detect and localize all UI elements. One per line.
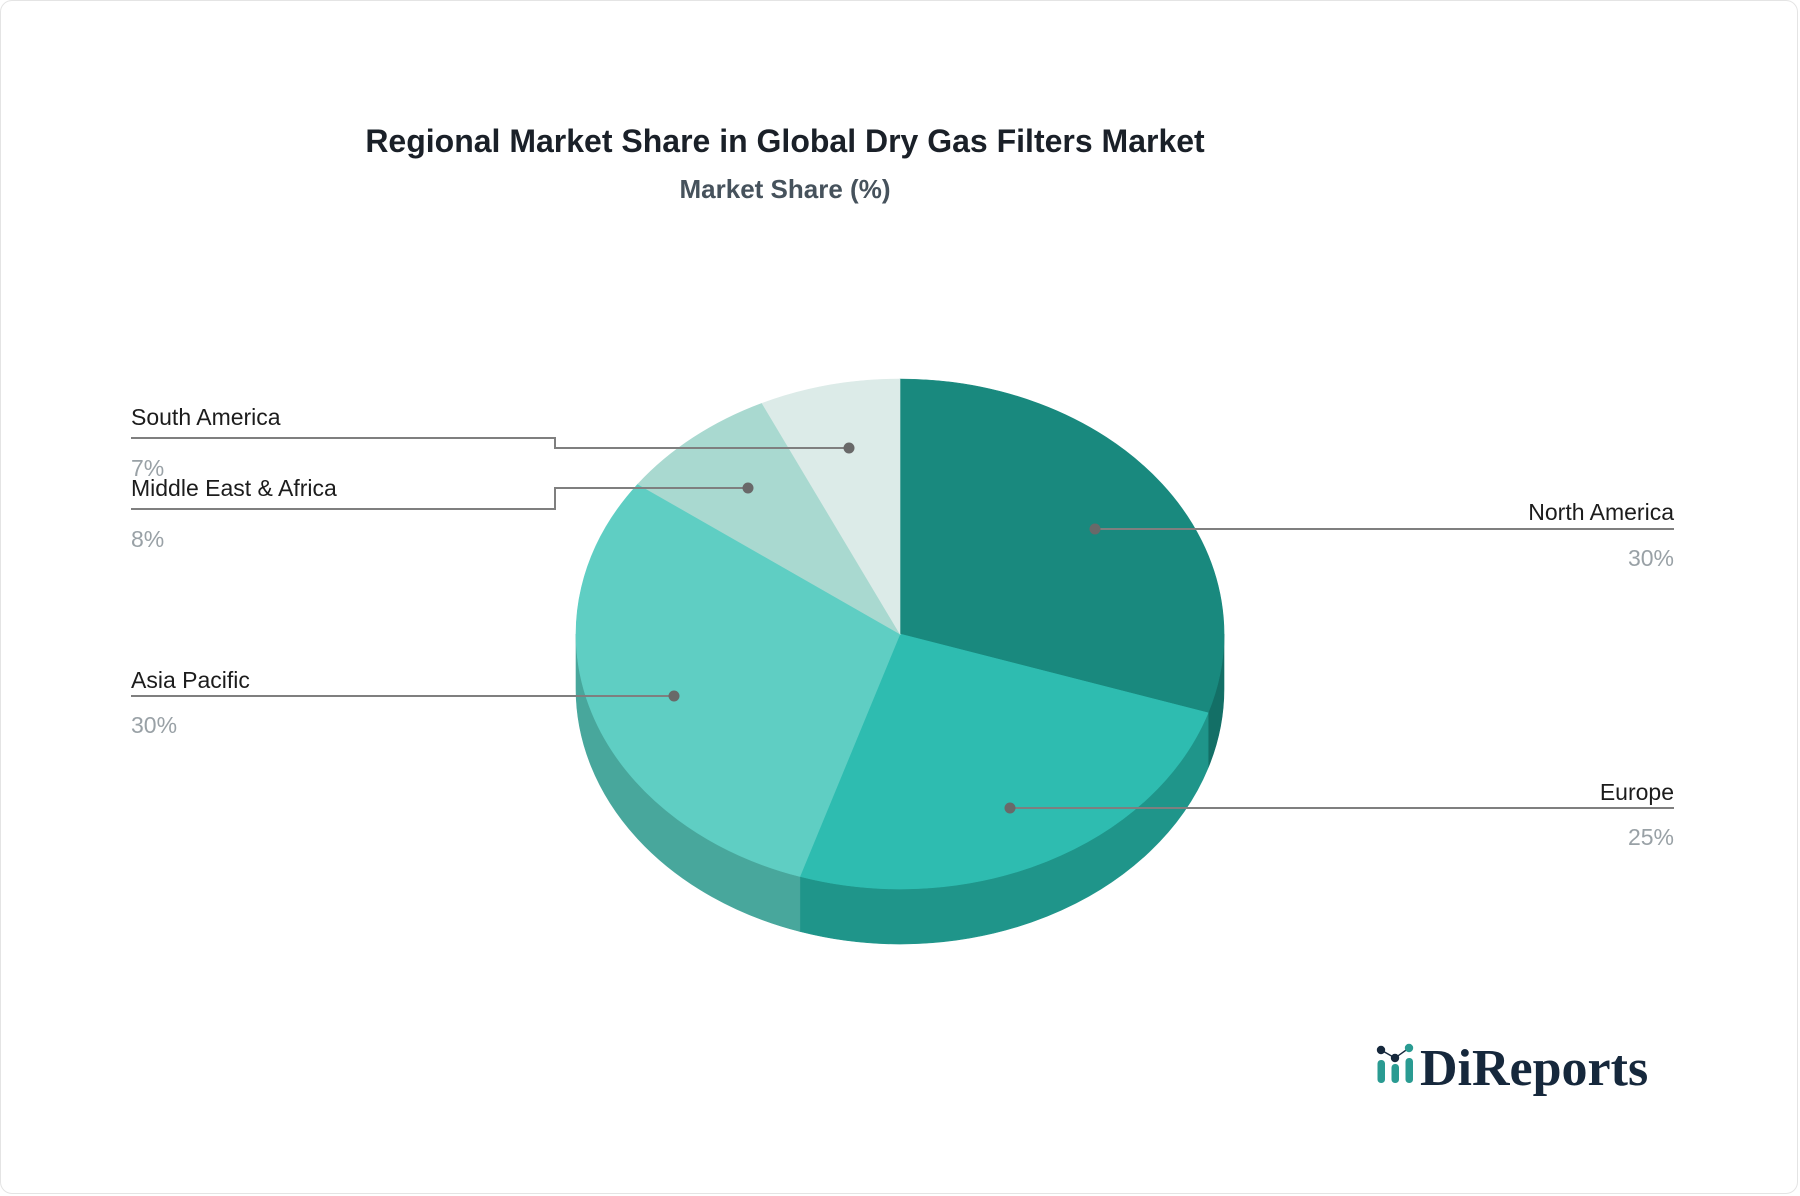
- leader-dot-asia-pacific: [668, 690, 680, 702]
- label-north-america: North America: [1528, 499, 1674, 525]
- leader-lines: [131, 437, 1674, 814]
- pie-3d: [575, 378, 1225, 945]
- leader-dot-europe: [1004, 802, 1016, 814]
- percent-south-america: 7%: [131, 455, 164, 481]
- brand-logo: DiReports: [1376, 1040, 1648, 1097]
- label-south-america: South America: [131, 404, 281, 430]
- logo-text: DiReports: [1420, 1040, 1648, 1097]
- percent-asia-pacific: 30%: [131, 712, 177, 738]
- label-asia-pacific: Asia Pacific: [131, 667, 250, 693]
- pie-slice-asia-pacific[interactable]: [575, 483, 901, 877]
- pie-slice-north-america[interactable]: [899, 378, 1225, 714]
- leader-dot-middle-east-africa: [742, 482, 754, 494]
- percent-europe: 25%: [1628, 824, 1674, 850]
- chart-subtitle: Market Share (%): [680, 174, 891, 204]
- pie-slice-middle-east-africa[interactable]: [637, 402, 901, 635]
- slice-labels: North America 30% Europe 25% Asia Pacifi…: [131, 404, 1674, 850]
- label-europe: Europe: [1600, 779, 1674, 805]
- percent-north-america: 30%: [1628, 545, 1674, 571]
- leader-line-south-america: [131, 437, 849, 449]
- chart-title: Regional Market Share in Global Dry Gas …: [365, 123, 1205, 159]
- bar-chart-with-trend-dots-icon: [1376, 1043, 1414, 1083]
- label-middle-east-africa: Middle East & Africa: [131, 475, 337, 501]
- leader-dot-north-america: [1089, 523, 1101, 535]
- percent-middle-east-africa: 8%: [131, 526, 164, 552]
- leader-line-middle-east-africa: [131, 487, 748, 510]
- leader-dot-south-america: [843, 442, 855, 454]
- pie-slice-south-america[interactable]: [761, 378, 901, 636]
- pie-slice-europe[interactable]: [799, 633, 1209, 890]
